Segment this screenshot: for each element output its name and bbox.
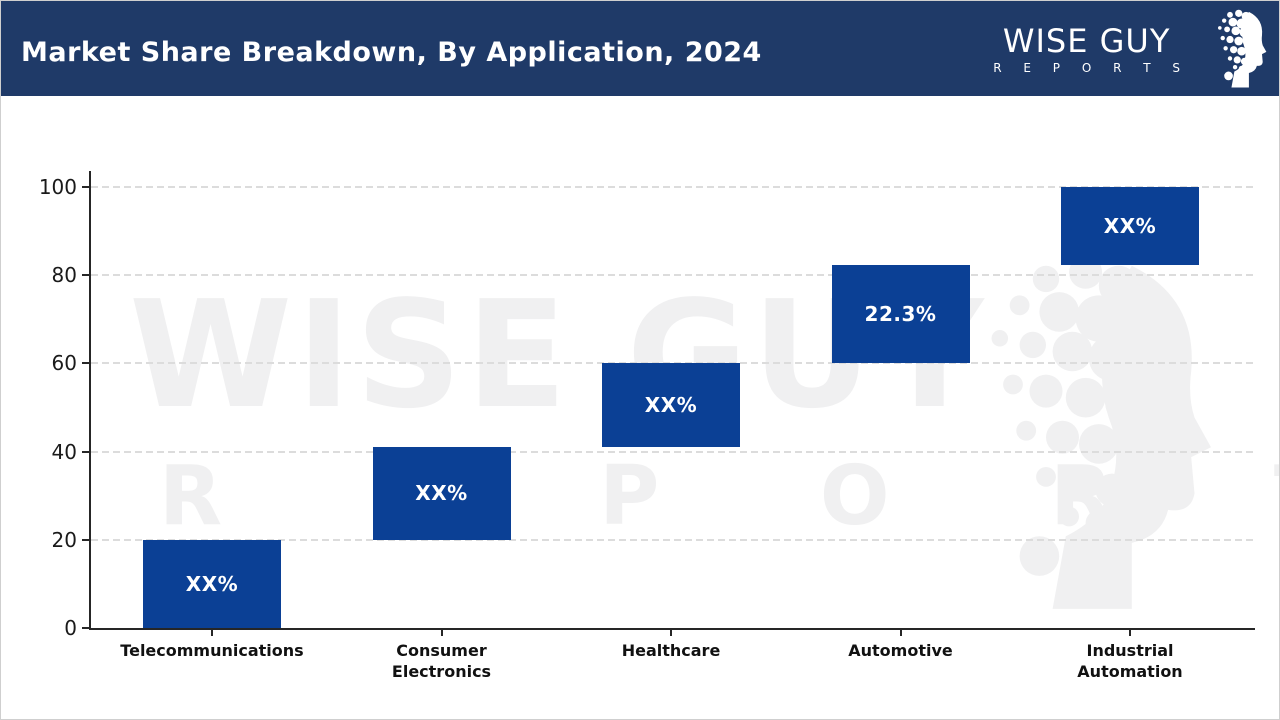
x-axis-category-label: Healthcare <box>621 641 721 660</box>
x-axis-tick <box>440 629 443 636</box>
y-axis-tick-label: 0 <box>64 616 77 640</box>
brand-logo-text: WISE GUY R E P O R T S <box>984 24 1189 75</box>
y-axis-tick-20 <box>82 538 89 541</box>
header-bar: Market Share Breakdown, By Application, … <box>1 1 1279 96</box>
x-axis-tick <box>1129 629 1131 636</box>
bar-value-label: XX% <box>415 481 468 506</box>
bar-segment: XX% <box>602 363 740 448</box>
y-axis-tick-80 <box>82 274 89 277</box>
bar-value-label: 22.3% <box>864 302 937 327</box>
dotted-head-icon <box>1218 9 1267 88</box>
bar-value-label: XX% <box>185 571 239 596</box>
bar-value-label: XX% <box>644 393 698 418</box>
x-axis-spine <box>89 628 1255 630</box>
brand-logo: WISE GUY R E P O R T S <box>984 7 1267 91</box>
y-axis-tick-40 <box>82 450 89 453</box>
gridline-y100 <box>91 186 1255 188</box>
y-axis-tick-label: 20 <box>51 527 77 552</box>
y-axis-tick-label: 100 <box>38 175 77 199</box>
y-axis-tick-100 <box>82 186 89 188</box>
y-axis-tick-label: 80 <box>51 263 77 288</box>
y-axis-tick-0 <box>82 627 89 629</box>
x-axis-category-label: Telecommunications <box>120 641 304 660</box>
y-axis-tick-60 <box>82 362 89 365</box>
x-axis-category-label: Industrial Automation <box>1077 641 1183 681</box>
x-axis-category-label: Automotive <box>848 641 953 660</box>
x-axis-tick <box>899 629 902 636</box>
bar-segment: XX% <box>143 539 281 628</box>
x-axis-tick <box>211 629 213 636</box>
y-axis-tick-label: 40 <box>51 439 77 464</box>
gridline-y80 <box>91 274 1255 277</box>
brand-subname: R E P O R T S <box>993 60 1189 75</box>
gridline-y20 <box>91 538 1255 541</box>
bar-segment: XX% <box>372 447 511 540</box>
x-axis-tick <box>670 629 672 636</box>
gridline-y40 <box>91 450 1255 453</box>
brand-name: WISE GUY <box>1002 21 1171 60</box>
bar-segment: XX% <box>1061 187 1199 266</box>
y-axis-spine <box>89 171 91 630</box>
x-axis-category-label: Consumer Electronics <box>391 641 492 681</box>
chart-title: Market Share Breakdown, By Application, … <box>21 37 762 68</box>
y-axis-tick-label: 60 <box>51 351 77 376</box>
bar-segment: 22.3% <box>831 265 970 364</box>
bar-value-label: XX% <box>1103 214 1157 239</box>
